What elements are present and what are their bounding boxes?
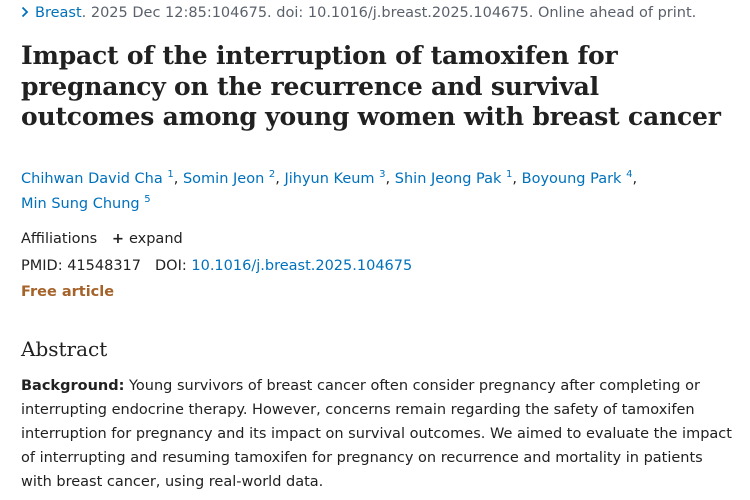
author-affiliation-number[interactable]: 2 bbox=[268, 169, 276, 181]
author-affiliation-number[interactable]: 5 bbox=[144, 194, 151, 206]
author-name[interactable]: Boyoung Park bbox=[521, 171, 622, 187]
author-separator: , bbox=[275, 171, 285, 187]
author-affiliation-number[interactable]: 1 bbox=[506, 169, 513, 181]
author-separator: , bbox=[173, 171, 183, 187]
article-identifiers: PMID: 41548317 DOI: 10.1016/j.breast.2025… bbox=[21, 256, 412, 276]
journal-link[interactable]: Breast bbox=[35, 5, 82, 21]
author-affiliation-number[interactable]: 4 bbox=[626, 169, 633, 181]
citation-details: . 2025 Dec 12:85:104675. doi: 10.1016/j.… bbox=[81, 5, 697, 21]
article-title: Impact of the interruption of tamoxifen … bbox=[21, 41, 721, 131]
affiliations-expand-button[interactable]: + expand bbox=[112, 231, 183, 247]
journal-citation-line: Breast. 2025 Dec 12:85:104675. doi: 10.1… bbox=[21, 3, 696, 23]
author-name[interactable]: Chihwan David Cha bbox=[21, 171, 163, 187]
doi-label: DOI: bbox=[155, 258, 187, 274]
author-name[interactable]: Shin Jeong Pak bbox=[394, 171, 502, 187]
affiliations-label: Affiliations bbox=[21, 231, 98, 247]
author-name[interactable]: Jihyun Keum bbox=[284, 171, 375, 187]
abstract-background-paragraph: Background: Young survivors of breast ca… bbox=[21, 374, 733, 494]
author-affiliation-number[interactable]: 1 bbox=[167, 169, 174, 181]
free-article-badge: Free article bbox=[21, 284, 115, 300]
author-name[interactable]: Somin Jeon bbox=[182, 171, 265, 187]
pmid-value: 41548317 bbox=[67, 258, 142, 274]
background-label: Background: bbox=[21, 378, 125, 394]
affiliations-row: Affiliations + expand bbox=[21, 229, 183, 249]
background-text: Young survivors of breast cancer often c… bbox=[21, 378, 732, 490]
doi-link[interactable]: 10.1016/j.breast.2025.104675 bbox=[191, 258, 413, 274]
author-list: Chihwan David Cha 1, Somin Jeon 2, Jihyu… bbox=[21, 167, 721, 217]
author-separator: , bbox=[385, 171, 395, 187]
chevron-right-icon[interactable] bbox=[21, 3, 29, 23]
author-separator: , bbox=[512, 171, 522, 187]
plus-icon: + bbox=[111, 231, 124, 247]
pmid-label: PMID: bbox=[21, 258, 63, 274]
author-name[interactable]: Min Sung Chung bbox=[21, 196, 140, 212]
author-separator: , bbox=[632, 171, 638, 187]
expand-label: expand bbox=[128, 231, 183, 247]
abstract-heading: Abstract bbox=[21, 337, 108, 361]
author-affiliation-number[interactable]: 3 bbox=[379, 169, 386, 181]
